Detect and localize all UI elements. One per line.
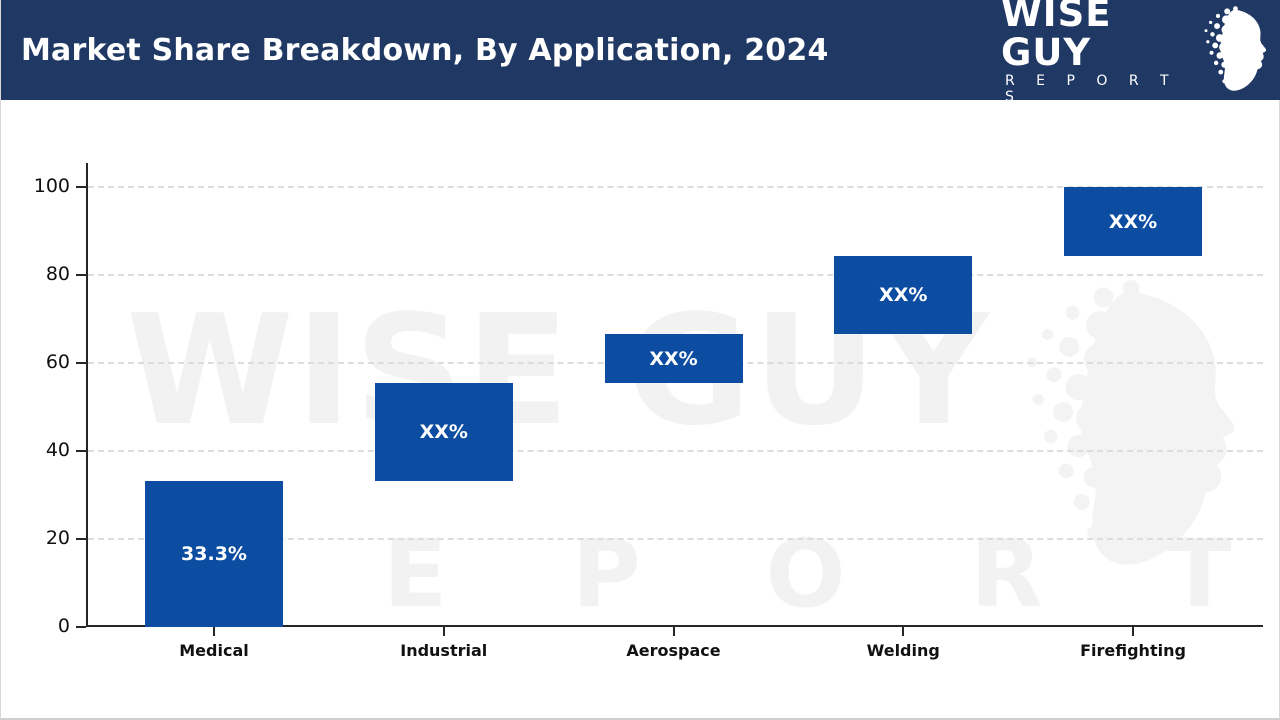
gridline-y-20 [88,538,1263,541]
y-axis-tick-label: 20 [45,527,70,550]
bar-value-label: XX% [419,420,468,443]
x-axis-tick [672,627,675,636]
bar-value-label: 33.3% [181,542,247,565]
x-axis-category-label: Industrial [400,641,488,660]
dotted-head-icon [1204,6,1267,91]
y-axis-tick-label: 60 [45,351,70,374]
brand-subtitle: R E P O R T S [1005,73,1178,106]
y-axis-tick [76,274,86,277]
bar-value-label: XX% [1108,210,1158,233]
bar-value-label: XX% [649,347,698,370]
x-axis-category-label: Firefighting [1080,641,1186,660]
bar-firefighting: XX% [1064,187,1202,256]
y-axis-tick-label: 0 [57,615,70,637]
page-title: Market Share Breakdown, By Application, … [21,32,829,68]
y-axis-tick [76,626,86,628]
y-axis-tick-label: 40 [45,439,70,462]
gridline-y-80 [88,274,1263,277]
brand-name: WISE GUY [1001,0,1112,74]
y-axis-tick [76,186,86,189]
bar-industrial: XX% [374,383,513,481]
y-axis-tick-label: 100 [33,175,70,198]
bar-welding: XX% [834,255,973,335]
header-bar: Market Share Breakdown, By Application, … [1,0,1280,105]
x-axis-tick [1132,627,1134,636]
x-axis-tick [442,627,445,636]
gridline-y-100 [88,186,1263,189]
x-axis-category-label: Medical [179,641,249,660]
x-axis-category-label: Welding [866,641,940,660]
y-axis-tick-label: 80 [45,263,70,286]
brand-logo: WISE GUY R E P O R T S [1001,0,1271,105]
x-axis-tick [902,627,905,636]
gridline-y-40 [88,450,1263,453]
bar-value-label: XX% [879,284,928,307]
bar-aerospace: XX% [604,334,743,383]
y-axis-tick [76,538,86,541]
waterfall-chart: 0 20 40 60 80 100 33.3% Medical XX% Industrial XX%… [34,163,1263,660]
brand-logo-text: WISE GUY R E P O R T S [1001,0,1190,105]
x-axis-tick [213,627,215,636]
bar-medical: 33.3% [145,480,283,627]
y-axis-tick [76,450,86,453]
x-axis-category-label: Aerospace [626,641,721,660]
y-axis-tick [76,362,86,365]
